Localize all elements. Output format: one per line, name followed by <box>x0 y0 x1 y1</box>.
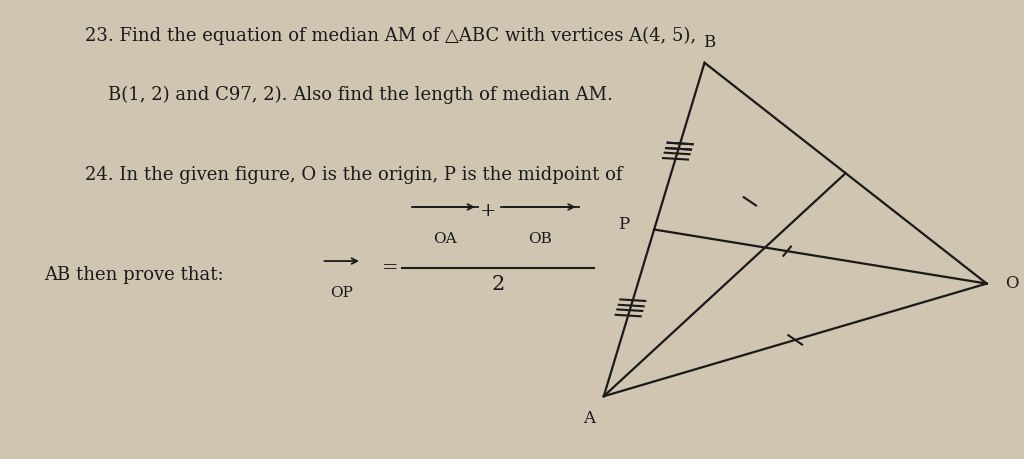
Text: AB then prove that:: AB then prove that: <box>44 266 224 284</box>
Text: A: A <box>583 410 595 427</box>
Text: 2: 2 <box>492 274 505 294</box>
Text: =: = <box>382 259 398 277</box>
Text: OP: OP <box>331 286 353 300</box>
Text: O: O <box>1005 275 1018 292</box>
Text: 23. Find the equation of median AM of △ABC with vertices A(4, 5),: 23. Find the equation of median AM of △A… <box>85 27 696 45</box>
Text: 24. In the given figure, O is the origin, P is the midpoint of: 24. In the given figure, O is the origin… <box>85 167 623 185</box>
Text: B: B <box>703 34 716 51</box>
Text: OB: OB <box>528 232 552 246</box>
Text: B(1, 2) and C97, 2). Also find the length of median AM.: B(1, 2) and C97, 2). Also find the lengt… <box>85 85 612 104</box>
Text: +: + <box>479 202 496 220</box>
Text: P: P <box>617 217 629 234</box>
Text: OA: OA <box>433 232 457 246</box>
